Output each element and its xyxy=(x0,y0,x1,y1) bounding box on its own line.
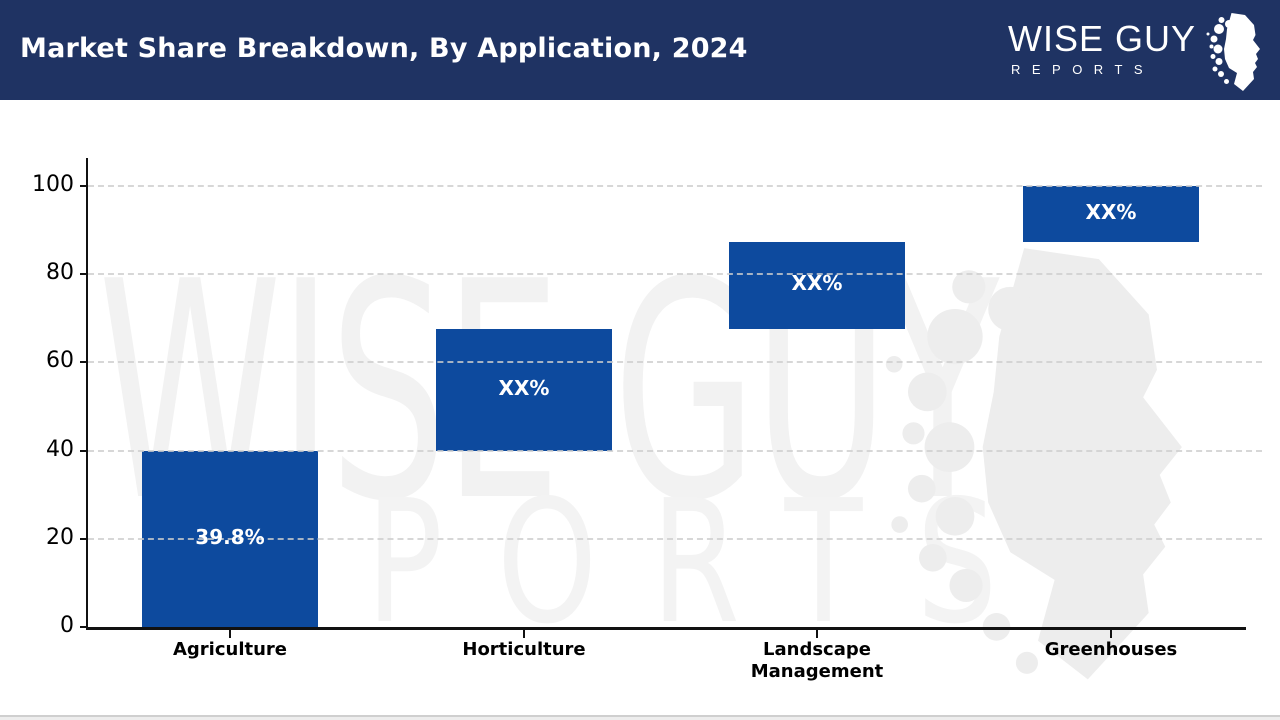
brand-tagline: REPORTS xyxy=(1010,62,1155,77)
x-axis xyxy=(86,627,1246,630)
x-tick-label-line: Management xyxy=(750,661,884,682)
x-tick-label-line: Horticulture xyxy=(462,639,586,660)
x-tick-mark xyxy=(816,630,818,638)
x-tick-label-line: Agriculture xyxy=(172,639,288,660)
page-title: Market Share Breakdown, By Application, … xyxy=(20,33,748,64)
wiseguy-face-icon xyxy=(1204,9,1264,93)
y-tick-label: 40 xyxy=(46,436,74,462)
bar xyxy=(436,329,612,452)
gridline xyxy=(88,185,1262,187)
y-tick-mark xyxy=(80,626,88,628)
x-tick-label: Agriculture xyxy=(120,639,340,661)
x-tick-label-line: Greenhouses xyxy=(1044,639,1178,660)
header-bar: Market Share Breakdown, By Application, … xyxy=(0,0,1280,100)
bar xyxy=(1023,186,1199,242)
bar-label: XX% xyxy=(1085,199,1137,224)
y-tick-mark xyxy=(80,361,88,364)
gridline xyxy=(88,273,1262,276)
y-tick-mark xyxy=(80,537,88,540)
y-tick-label: 80 xyxy=(46,260,74,286)
bar-label: XX% xyxy=(498,376,550,401)
gridline xyxy=(88,449,1262,452)
gridline xyxy=(88,537,1262,540)
x-tick-mark xyxy=(229,630,231,638)
x-tick-label: Horticulture xyxy=(414,639,634,661)
x-tick-mark xyxy=(523,630,525,638)
x-tick-mark xyxy=(1110,630,1112,638)
x-tick-label-line: Landscape xyxy=(763,639,871,660)
brand-logo: WISE GUY REPORTS xyxy=(1007,18,1196,78)
y-tick-label: 60 xyxy=(46,348,74,374)
x-tick-label: Landscape Management xyxy=(707,639,927,683)
y-tick-label: 100 xyxy=(32,172,74,197)
bar-label: 39.8% xyxy=(195,525,265,550)
bottom-divider-line xyxy=(0,715,1280,717)
gridline xyxy=(88,361,1262,364)
brand-name: WISE GUY xyxy=(1007,18,1196,59)
y-tick-label: 20 xyxy=(46,524,74,550)
y-tick-mark xyxy=(80,449,88,452)
y-tick-label: 0 xyxy=(60,613,74,638)
y-tick-mark xyxy=(80,185,88,187)
bottom-strip xyxy=(0,717,1280,720)
bar-label: XX% xyxy=(791,271,843,296)
y-axis xyxy=(86,158,88,630)
x-tick-label: Greenhouses xyxy=(1001,639,1221,661)
bar xyxy=(729,241,905,330)
y-tick-mark xyxy=(80,273,88,276)
